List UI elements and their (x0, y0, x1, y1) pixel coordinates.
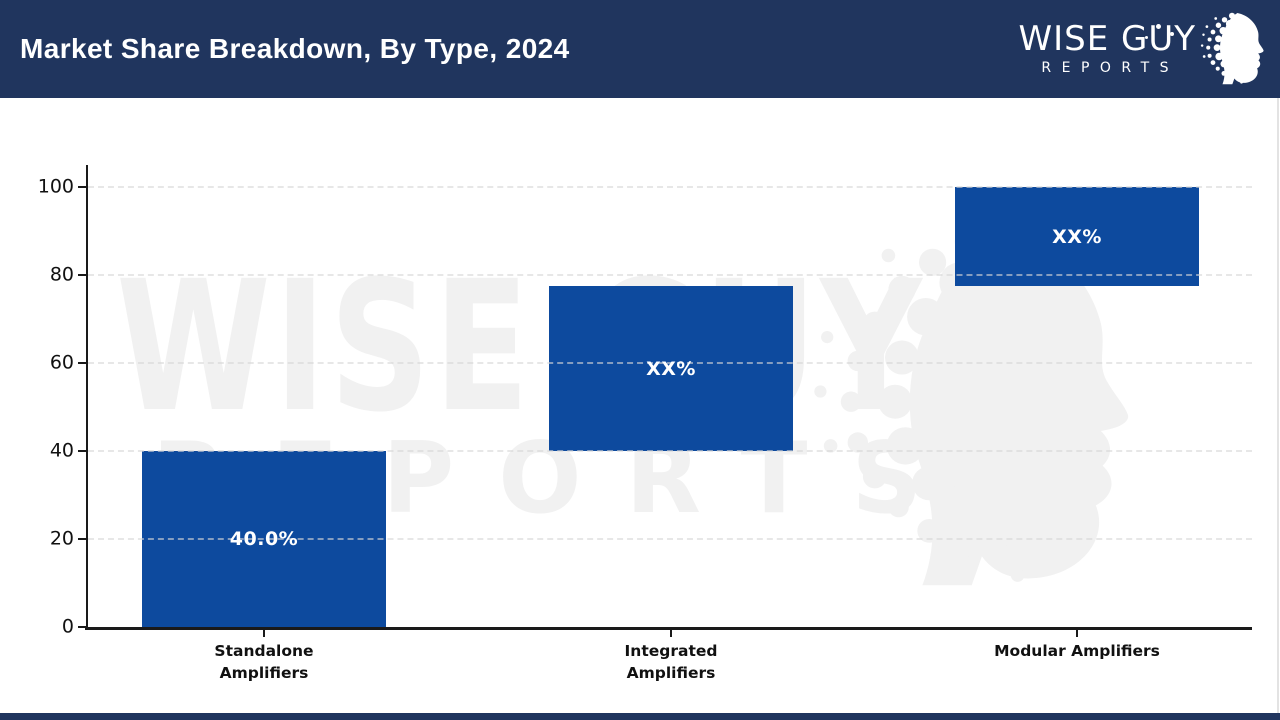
logo-head-icon (1200, 12, 1264, 85)
y-tick-label: 80 (49, 263, 74, 286)
wise-guy-reports-logo: WISE GUY REPORTS (1018, 11, 1270, 87)
footer-bar (0, 713, 1280, 720)
y-tick (78, 274, 86, 276)
logo-decor-dot (1170, 32, 1175, 36)
y-tick (78, 186, 86, 188)
y-tick-label: 0 (61, 615, 74, 638)
y-tick-label: 60 (49, 351, 74, 374)
y-tick (78, 450, 86, 452)
logo-sub: REPORTS (1041, 60, 1180, 76)
gridline-60 (88, 362, 1252, 364)
bar-value-label-standalone-amplifiers: 40.0% (229, 528, 299, 550)
page-title: Market Share Breakdown, By Type, 2024 (20, 33, 570, 64)
logo-decor-dot (1156, 24, 1162, 29)
header: Market Share Breakdown, By Type, 2024 WI… (0, 0, 1280, 98)
logo-text: WISE GUY REPORTS (1018, 22, 1196, 76)
gridline-40 (88, 450, 1252, 452)
x-tick (263, 630, 265, 637)
bar-value-label-integrated-amplifiers: XX% (646, 357, 696, 380)
logo-wordmark: WISE GUY (1018, 19, 1196, 59)
logo-decor-dot (1145, 36, 1149, 39)
x-tick (670, 630, 672, 637)
logo-head-dots (1200, 12, 1243, 84)
bar-modular-amplifiers (955, 187, 1199, 286)
y-tick-label: 100 (37, 175, 74, 198)
x-axis-label-modular-amplifiers: Modular Amplifiers (994, 642, 1160, 660)
y-axis (86, 165, 88, 630)
bar-integrated-amplifiers (549, 286, 793, 451)
x-tick (1076, 630, 1078, 637)
y-tick-label: 40 (49, 439, 74, 462)
y-tick (78, 362, 86, 364)
gridline-80 (88, 274, 1252, 276)
y-tick-label: 20 (49, 527, 74, 550)
right-edge-border (1277, 98, 1279, 713)
y-tick (78, 626, 86, 628)
x-axis-label-standalone-amplifiers: Standalone Amplifiers (214, 642, 314, 682)
y-tick (78, 538, 86, 540)
x-axis-label-integrated-amplifiers: Integrated Amplifiers (624, 642, 718, 682)
gridline-20 (88, 538, 1252, 540)
bar-value-label-modular-amplifiers: XX% (1052, 225, 1102, 248)
gridline-100 (88, 186, 1252, 188)
x-axis (85, 627, 1252, 630)
